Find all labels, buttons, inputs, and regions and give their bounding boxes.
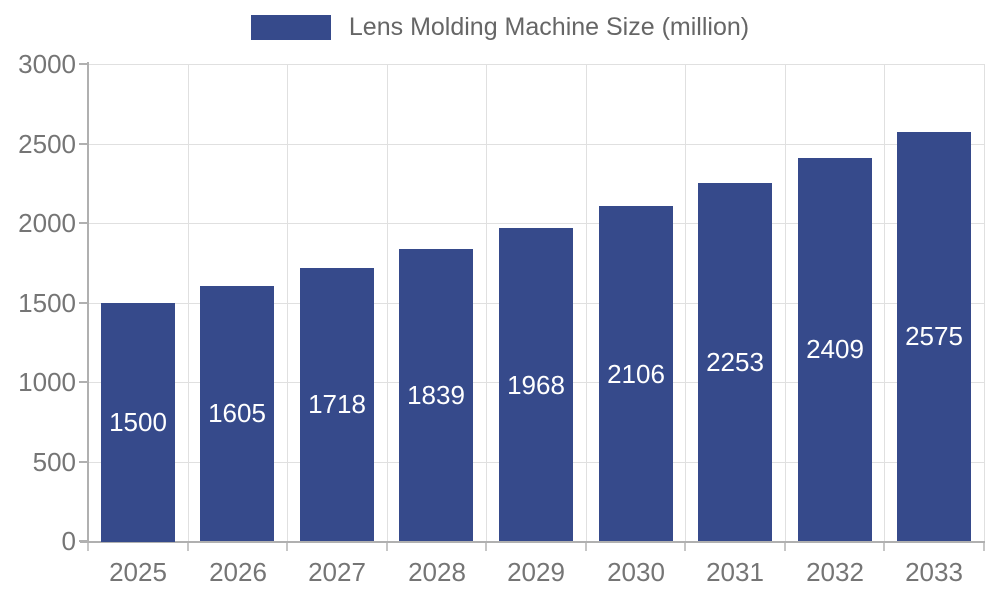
legend-swatch — [250, 15, 331, 40]
y-axis-tick — [79, 381, 88, 383]
bar-2029[interactable] — [499, 228, 573, 541]
y-axis-tick — [79, 461, 88, 463]
x-axis-label: 2025 — [109, 557, 167, 587]
bar-2025[interactable] — [101, 303, 175, 542]
gridline-vertical — [685, 64, 686, 541]
x-axis-label: 2029 — [507, 557, 565, 587]
bar-value-label: 1839 — [407, 380, 465, 410]
bar-value-label: 2106 — [607, 359, 665, 389]
y-axis-label: 1500 — [18, 288, 76, 318]
y-axis-label: 2000 — [18, 208, 76, 238]
y-axis-label: 1000 — [18, 367, 76, 397]
gridline-vertical — [486, 64, 487, 541]
x-axis-tick — [883, 543, 885, 551]
x-axis-line — [80, 541, 985, 543]
x-axis-label: 2032 — [806, 557, 864, 587]
bar-2033[interactable] — [897, 132, 971, 541]
y-axis-label: 0 — [61, 526, 76, 556]
x-axis-label: 2028 — [408, 557, 466, 587]
y-axis-tick — [79, 222, 88, 224]
bar-value-label: 1500 — [109, 407, 167, 437]
x-axis-tick — [187, 543, 189, 551]
bar-2027[interactable] — [300, 268, 374, 541]
x-axis-label: 2033 — [905, 557, 963, 587]
bar-2026[interactable] — [200, 286, 274, 541]
y-axis-label: 2500 — [18, 129, 76, 159]
x-axis-label: 2030 — [607, 557, 665, 587]
x-axis-tick — [983, 543, 985, 551]
x-axis-tick — [286, 543, 288, 551]
y-axis-label: 3000 — [18, 49, 76, 79]
bar-2032[interactable] — [798, 158, 872, 541]
x-axis-tick — [684, 543, 686, 551]
gridline-vertical — [785, 64, 786, 541]
bar-value-label: 1605 — [208, 398, 266, 428]
gridline-vertical — [287, 64, 288, 541]
gridline-vertical — [884, 64, 885, 541]
x-axis-label: 2031 — [706, 557, 764, 587]
gridline-vertical — [984, 64, 985, 541]
gridline-vertical — [387, 64, 388, 541]
y-axis-line — [87, 62, 89, 543]
gridline-vertical — [188, 64, 189, 541]
legend-label: Lens Molding Machine Size (million) — [348, 13, 750, 41]
y-axis-tick — [79, 143, 88, 145]
x-axis-label: 2027 — [308, 557, 366, 587]
x-axis-label: 2026 — [209, 557, 267, 587]
gridline-horizontal — [88, 223, 984, 224]
legend-item[interactable]: Lens Molding Machine Size (million) — [0, 13, 1000, 42]
gridline-horizontal — [88, 64, 984, 65]
x-axis-tick — [585, 543, 587, 551]
x-axis-tick — [386, 543, 388, 551]
x-axis-tick — [485, 543, 487, 551]
bar-value-label: 1968 — [507, 370, 565, 400]
bar-value-label: 2575 — [905, 321, 963, 351]
gridline-vertical — [586, 64, 587, 541]
x-axis-tick — [784, 543, 786, 551]
bar-value-label: 2253 — [706, 347, 764, 377]
bar-2031[interactable] — [698, 183, 772, 541]
y-axis-label: 500 — [32, 447, 76, 477]
y-axis-tick — [79, 63, 88, 65]
y-axis-tick — [79, 302, 88, 304]
x-axis-tick — [87, 543, 89, 551]
bar-2028[interactable] — [399, 249, 473, 541]
bar-2030[interactable] — [599, 206, 673, 541]
gridline-horizontal — [88, 144, 984, 145]
bar-value-label: 1718 — [308, 389, 366, 419]
bar-value-label: 2409 — [806, 334, 864, 364]
